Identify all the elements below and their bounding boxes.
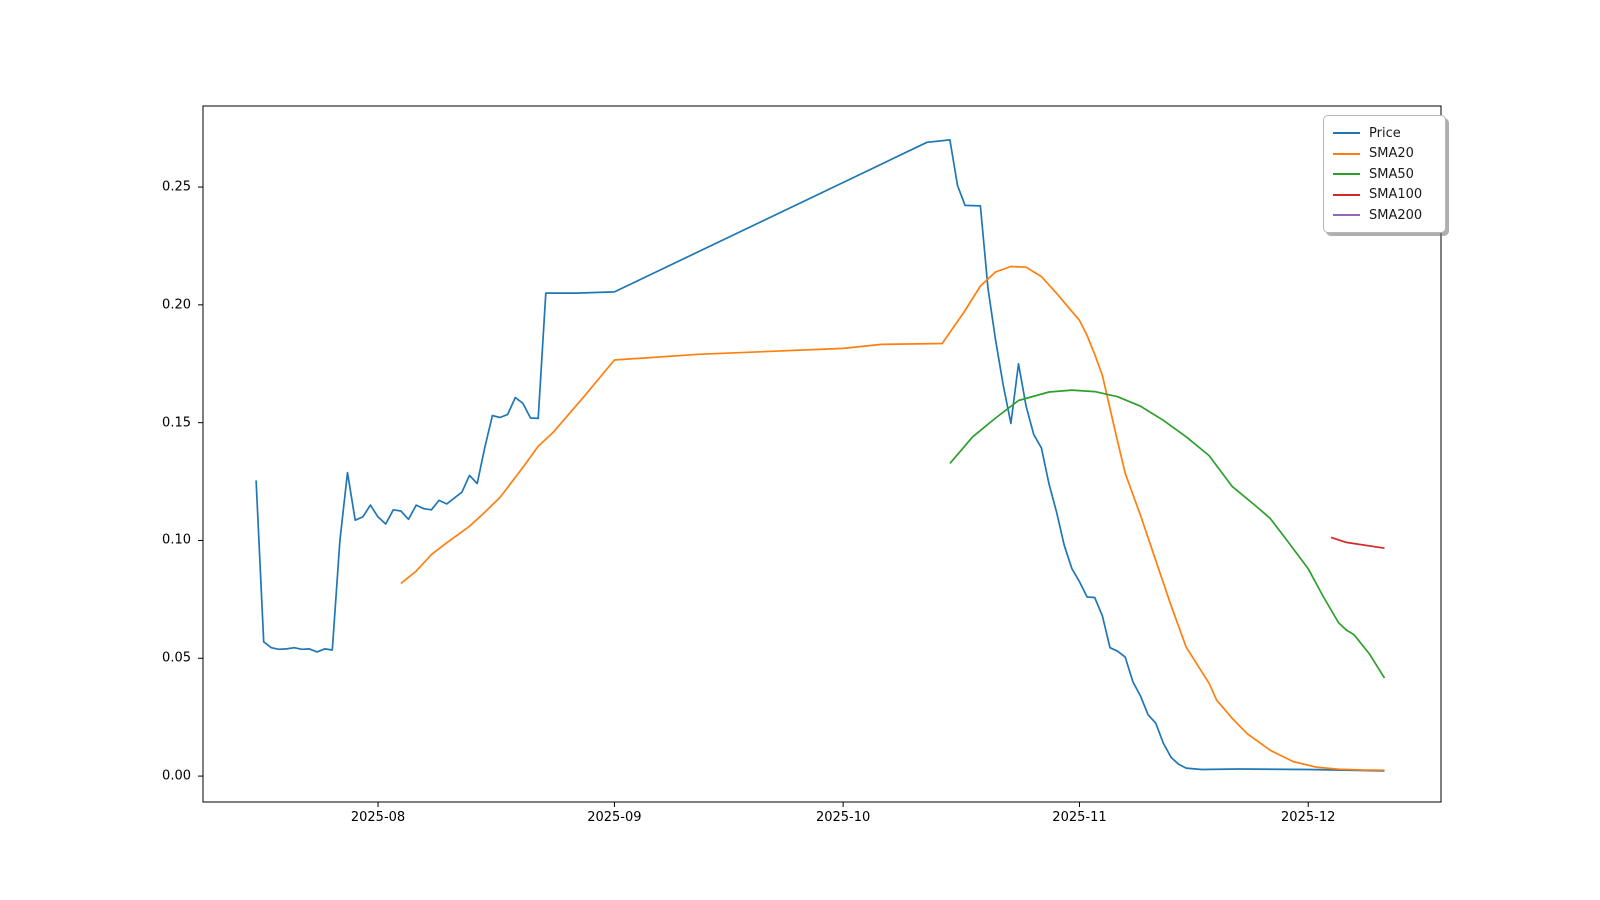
- sma50-line: [949, 389, 1386, 679]
- legend: Price SMA20 SMA50 SMA100 SMA200: [1323, 115, 1446, 233]
- price-line-swatch: [1333, 132, 1360, 135]
- sma100-line-swatch: [1333, 193, 1360, 196]
- sma100-line: [1330, 536, 1385, 550]
- sma20-line: [400, 265, 1385, 772]
- x-tick-label: 2025-09: [587, 810, 642, 825]
- legend-item-sma100: SMA100: [1333, 185, 1437, 206]
- sma20-line-swatch: [1333, 152, 1360, 155]
- y-tick-label: 0.15: [162, 415, 191, 431]
- y-tick-label: 0.00: [162, 768, 191, 784]
- price-line: [255, 139, 1385, 772]
- sma200-line-swatch: [1333, 214, 1360, 217]
- y-tick-label: 0.10: [162, 532, 191, 548]
- legend-item-sma50: SMA50: [1333, 164, 1437, 185]
- x-tick-label: 2025-12: [1281, 810, 1336, 825]
- sma50-line-swatch: [1333, 173, 1360, 176]
- legend-label: Price: [1369, 125, 1401, 141]
- legend-label: SMA50: [1369, 166, 1414, 182]
- y-tick-label: 0.20: [162, 297, 191, 313]
- legend-item-sma20: SMA20: [1333, 144, 1437, 165]
- y-tick-label: 0.25: [162, 179, 191, 195]
- y-tick-label: 0.05: [162, 650, 191, 666]
- legend-label: SMA20: [1369, 146, 1414, 162]
- legend-label: SMA100: [1369, 187, 1423, 203]
- axes-frame: [202, 105, 1442, 803]
- x-tick-label: 2025-11: [1052, 810, 1107, 825]
- x-tick-label: 2025-08: [350, 810, 406, 825]
- legend-item-sma200: SMA200: [1333, 205, 1437, 226]
- legend-item-price: Price: [1333, 123, 1437, 144]
- x-tick-label: 2025-10: [815, 810, 871, 825]
- legend-label: SMA200: [1369, 207, 1423, 223]
